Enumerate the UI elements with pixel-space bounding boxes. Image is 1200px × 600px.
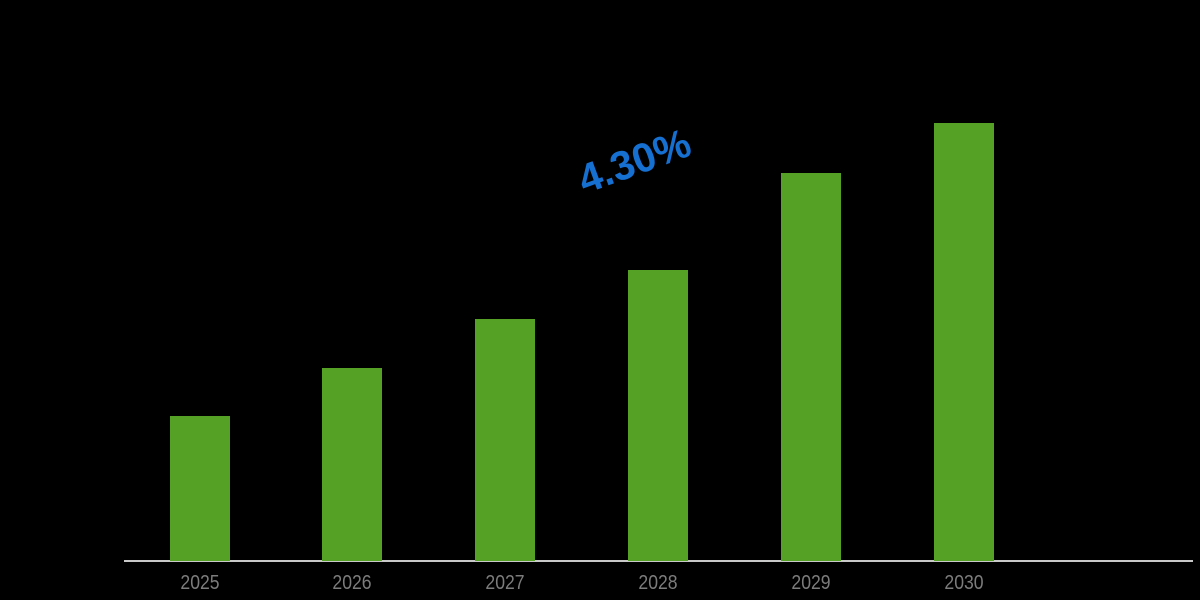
x-axis-line [124,560,1193,562]
bar-2026 [322,368,383,561]
x-tick-label-2030: 2030 [944,572,984,594]
bar-2030 [934,123,994,561]
x-tick-label-2028: 2028 [638,572,678,594]
x-tick-label-2025: 2025 [179,572,220,594]
bar-2025 [169,416,230,561]
x-tick-label-2027: 2027 [485,572,525,594]
x-tick-label-2029: 2029 [791,572,831,594]
bar-2029 [781,173,842,561]
x-tick-label-2026: 2026 [332,572,372,594]
bar-2028 [628,270,689,561]
bar-2027 [475,319,536,561]
